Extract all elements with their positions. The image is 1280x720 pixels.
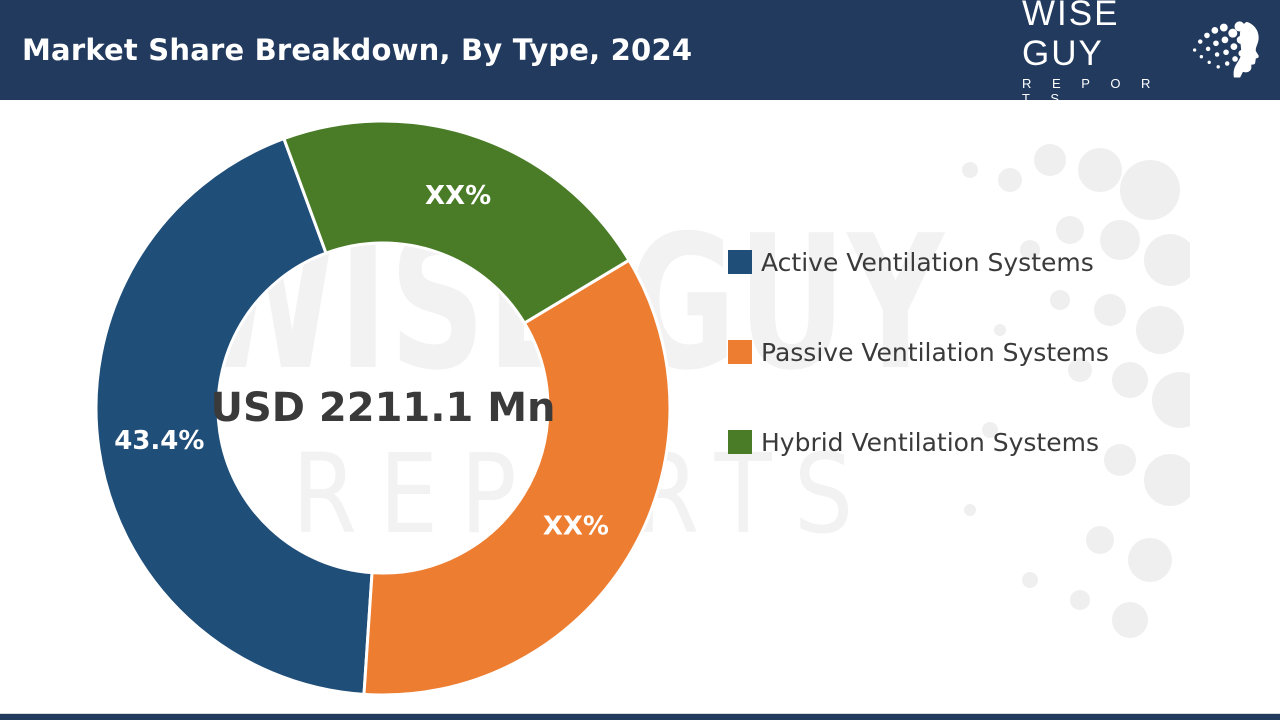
header-bar: Market Share Breakdown, By Type, 2024 WI…	[0, 0, 1280, 106]
slice-label-1: XX%	[543, 512, 609, 542]
slice-label-0: 43.4%	[114, 426, 204, 456]
legend-label-0: Active Ventilation Systems	[761, 247, 1094, 277]
logo-text: WISE GUY R E P O R T S	[1022, 0, 1187, 106]
legend-item-1: Passive Ventilation Systems	[728, 337, 1109, 367]
page-title: Market Share Breakdown, By Type, 2024	[22, 33, 693, 67]
legend-item-2: Hybrid Ventilation Systems	[728, 427, 1109, 457]
slice-label-2: XX%	[425, 181, 491, 211]
donut-chart: 43.4% XX% XX%	[94, 119, 672, 697]
legend-item-0: Active Ventilation Systems	[728, 247, 1109, 277]
legend-swatch-0	[728, 250, 752, 274]
chart-center-value: USD 2211.1 Mn	[210, 385, 556, 431]
watermark-face-icon	[962, 144, 1190, 638]
chart-legend: Active Ventilation Systems Passive Ventil…	[728, 248, 1109, 518]
legend-label-2: Hybrid Ventilation Systems	[761, 427, 1099, 457]
wise-guy-reports-logo: WISE GUY R E P O R T S	[1022, 0, 1262, 106]
legend-swatch-2	[728, 430, 752, 454]
legend-swatch-1	[728, 340, 752, 364]
logo-face-icon	[1192, 21, 1259, 78]
legend-label-1: Passive Ventilation Systems	[761, 337, 1109, 367]
pie-slice-0	[94, 136, 374, 696]
pie-slice-1	[362, 258, 672, 697]
logo-wordmark: WISE GUY	[1022, 0, 1120, 73]
pie-slice-2	[281, 119, 632, 326]
footer-bar	[0, 714, 1280, 720]
bottom-edge-line	[0, 713, 1280, 714]
logo-subtitle: R E P O R T S	[1022, 76, 1159, 106]
